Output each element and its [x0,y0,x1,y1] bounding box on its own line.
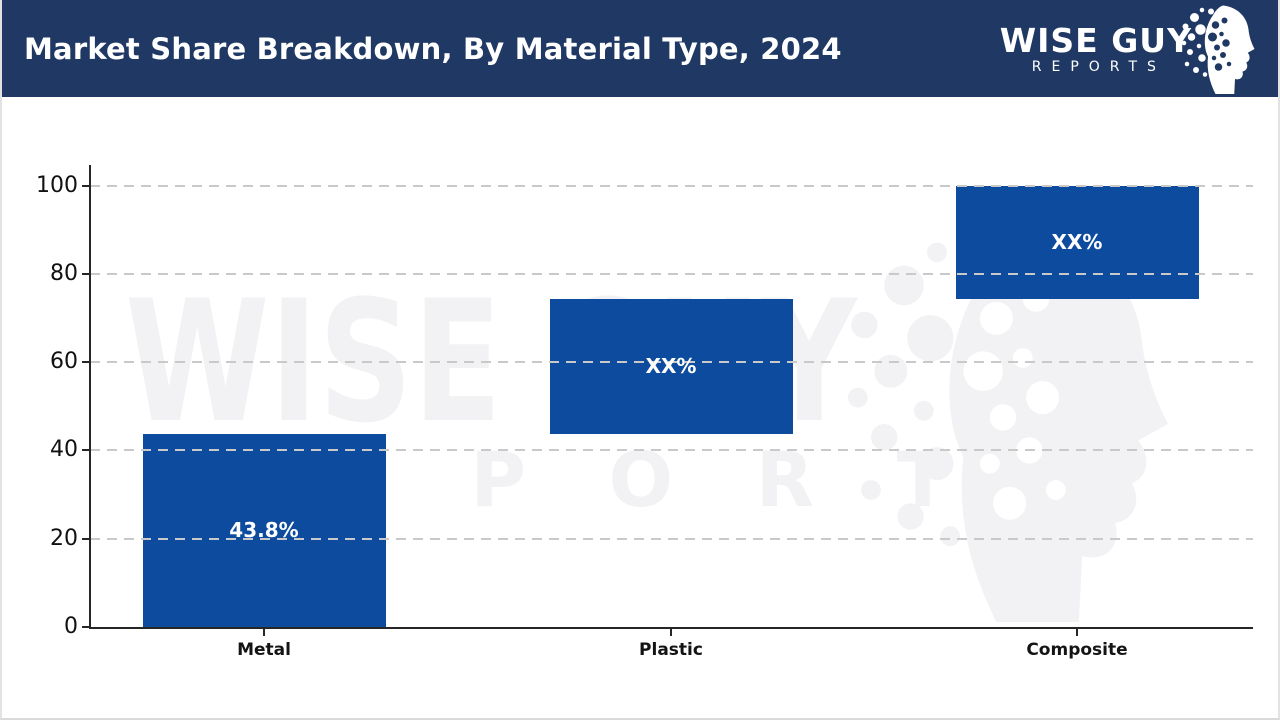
x-category-label-metal: Metal [237,640,291,660]
y-tick-label: 0 [64,614,78,639]
y-tick-label: 20 [50,525,78,551]
y-gridline [90,272,1253,275]
y-gridline [90,537,1253,540]
y-tick-label: 80 [50,260,78,286]
bar-value-label: XX% [1051,230,1103,255]
x-tick-mark [1076,628,1078,636]
y-gridline [90,184,1253,187]
y-gridline [90,449,1253,452]
y-tick-label: 60 [50,349,78,375]
y-tick-label: 100 [36,172,78,198]
y-gridline [90,361,1253,364]
y-tick-mark [82,626,90,628]
bar-plastic [549,298,793,434]
x-tick-mark [263,628,265,636]
y-tick-label: 40 [50,437,78,463]
bar-metal [142,433,386,627]
y-axis-line [89,165,91,629]
y-tick-mark [82,184,90,187]
x-axis-line [90,627,1253,629]
header-bar: Market Share Breakdown, By Material Type… [0,0,1280,97]
bar-value-label: 43.8% [229,518,299,543]
x-category-label-composite: Composite [1026,640,1128,660]
logo-wordmark: WISE GUY [999,20,1192,60]
x-category-label-plastic: Plastic [639,640,703,660]
y-tick-mark [82,361,90,364]
wise-guy-reports-logo: WISE GUY REPORTS [1000,4,1256,94]
bar-value-label: XX% [645,354,697,379]
logo-face-icon [1181,5,1255,94]
x-tick-mark [670,628,672,636]
logo-subtext: REPORTS [1031,58,1166,75]
y-tick-mark [82,272,90,275]
y-tick-mark [82,537,90,540]
y-tick-mark [82,449,90,452]
chart-title: Market Share Breakdown, By Material Type… [24,31,842,66]
